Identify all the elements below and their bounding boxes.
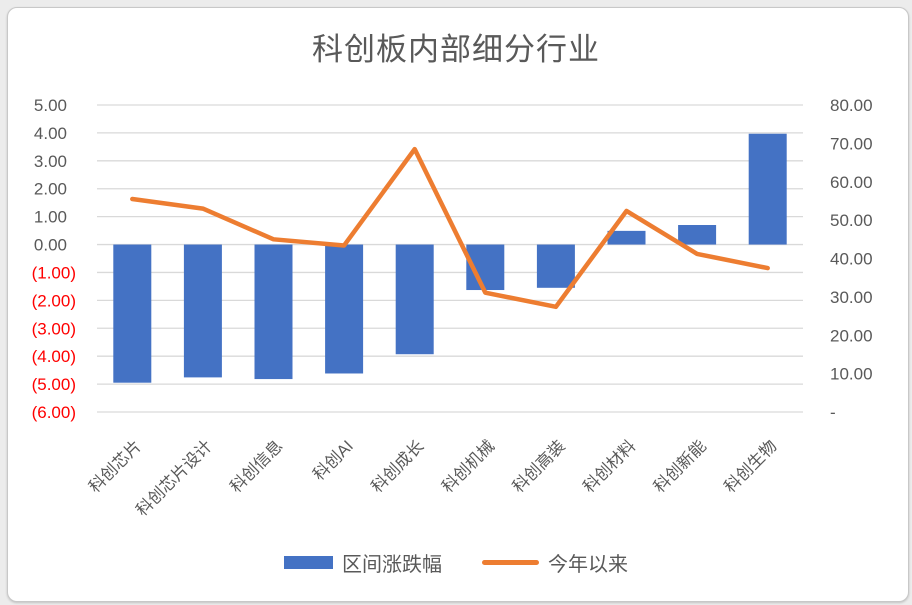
x-category-label: 科创信息 [226,436,286,496]
right-axis-tick-label: 40.00 [830,250,873,269]
left-axis-tick-label: (4.00) [32,347,76,366]
x-category-label: 科创材料 [579,436,639,496]
bar-科创新能 [678,225,717,245]
right-axis-tick-label: 20.00 [830,326,873,345]
bar-科创成长 [395,244,434,355]
x-category-label: 科创芯片设计 [132,436,215,519]
bar-series-swatch-icon [284,556,333,569]
right-axis-tick-label: 80.00 [830,96,873,115]
right-axis-tick-label: 50.00 [830,211,873,230]
legend-item-line-series: 今年以来 [482,548,628,577]
bar-科创高装 [536,244,575,288]
left-axis-tick-label: 3.00 [34,152,67,171]
left-axis-tick-label: (6.00) [32,403,76,422]
legend-item-bar-series: 区间涨跌幅 [284,548,442,577]
left-axis-tick-label: 0.00 [34,236,67,255]
chart-panel [7,7,909,602]
left-axis-tick-label: 2.00 [34,180,67,199]
x-category-label: 科创机械 [438,436,498,496]
right-axis-tick-label: 70.00 [830,134,873,153]
bar-科创芯片设计 [183,244,222,378]
left-axis-tick-label: 5.00 [34,96,67,115]
left-axis-tick-label: (3.00) [32,319,76,338]
x-category-label: 科创生物 [720,436,780,496]
bar-科创AI [325,244,364,374]
chart-title: 科创板内部细分行业 [312,32,600,67]
x-category-label: 科创新能 [650,436,710,496]
line-series [130,146,770,310]
bar-科创材料 [607,230,646,245]
right-axis-tick-label: 30.00 [830,288,873,307]
right-axis-tick-label: - [830,403,836,422]
line-series-swatch-icon [482,560,539,565]
right-axis-tick-label: 60.00 [830,173,873,192]
x-category-label: 科创AI [309,436,357,484]
bar-科创生物 [748,133,787,245]
left-axis-tick-label: 4.00 [34,124,67,143]
left-axis-tick-label: 1.00 [34,208,67,227]
legend: 区间涨跌幅 今年以来 [0,548,912,577]
x-category-label: 科创高装 [509,436,569,496]
bar-series-label: 区间涨跌幅 [342,554,442,576]
left-axis-tick-label: (5.00) [32,375,76,394]
x-category-label: 科创成长 [367,436,427,496]
x-category-label: 科创芯片 [85,436,145,496]
left-axis-tick-label: (1.00) [32,263,76,282]
right-axis-tick-label: 10.00 [830,365,873,384]
left-axis-tick-label: (2.00) [32,291,76,310]
bar-科创芯片 [113,244,152,383]
line-series-label: 今年以来 [548,554,628,576]
bar-科创信息 [254,244,293,380]
